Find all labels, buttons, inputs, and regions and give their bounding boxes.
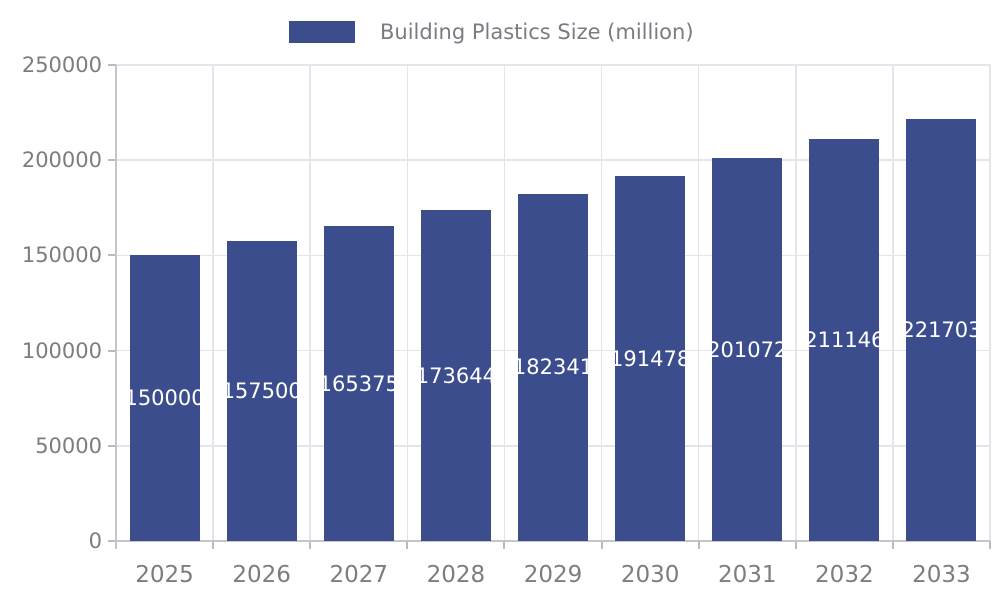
bar-value-label: 182341: [518, 355, 588, 380]
bar-2030[interactable]: 191478: [615, 176, 686, 541]
y-axis-tick: [108, 64, 116, 66]
x-axis-label: 2031: [717, 562, 777, 588]
bar-value-label: 157500: [226, 379, 297, 404]
grid-line-vertical: [309, 65, 311, 541]
grid-line-horizontal: [116, 64, 990, 66]
grid-line-vertical: [989, 65, 991, 541]
grid-line-vertical: [212, 65, 214, 541]
y-axis-line: [115, 65, 117, 549]
bar-value-label: 221703: [906, 317, 977, 342]
y-axis-tick: [108, 254, 116, 257]
y-axis-label: 0: [88, 529, 102, 553]
y-axis-tick: [108, 349, 116, 352]
x-axis-label: 2028: [426, 562, 486, 588]
legend-label: Building Plastics Size (million): [380, 20, 694, 44]
legend-item[interactable]: Building Plastics Size (million): [0, 0, 1000, 56]
bar-2033[interactable]: 221703: [906, 118, 977, 541]
bar-2026[interactable]: 157500: [226, 241, 297, 541]
bar-value-label: 165375: [323, 371, 394, 396]
y-axis-tick: [108, 540, 116, 542]
x-axis-label: 2032: [815, 562, 874, 588]
bar-2031[interactable]: 201072: [712, 158, 783, 541]
x-axis-tick: [989, 541, 991, 549]
grid-line-vertical: [406, 65, 409, 541]
bar-value-label: 191478: [615, 346, 686, 371]
x-axis-tick: [891, 541, 894, 549]
y-axis-label: 50000: [35, 433, 102, 458]
x-axis-label: 2029: [523, 562, 583, 588]
x-axis-line: [116, 540, 990, 542]
x-axis-label: 2026: [232, 562, 291, 588]
x-axis-tick: [697, 541, 700, 549]
bar-value-label: 211146: [809, 327, 880, 352]
bar-2025[interactable]: 150000: [129, 255, 200, 541]
bar-2027[interactable]: 165375: [323, 226, 394, 541]
x-axis-tick: [503, 541, 506, 549]
x-axis-label: 2033: [912, 562, 971, 588]
bar-value-label: 150000: [129, 386, 200, 411]
x-axis-tick: [794, 541, 797, 549]
y-axis-tick: [108, 159, 116, 162]
grid-line-horizontal: [116, 159, 990, 161]
y-axis-tick: [108, 444, 116, 447]
y-axis-label: 250000: [21, 53, 102, 77]
x-axis-tick: [600, 541, 603, 549]
grid-line-vertical: [795, 65, 797, 541]
x-axis-tick: [309, 541, 312, 549]
grid-line-vertical: [600, 65, 603, 541]
x-axis-label: 2030: [620, 562, 680, 588]
bar-2028[interactable]: 173644: [420, 210, 491, 541]
x-axis-label: 2027: [329, 562, 389, 588]
bar-2032[interactable]: 211146: [809, 138, 880, 541]
y-axis-label: 150000: [21, 243, 102, 268]
x-axis-tick: [406, 541, 409, 549]
legend-swatch: [289, 21, 355, 43]
y-axis-label: 200000: [21, 148, 102, 173]
grid-line-vertical: [503, 65, 506, 541]
bar-value-label: 173644: [420, 363, 491, 388]
bar-2029[interactable]: 182341: [518, 193, 588, 541]
x-axis-label: 2025: [135, 562, 194, 588]
y-axis-label: 100000: [21, 338, 102, 363]
bar-value-label: 201072: [712, 337, 783, 362]
grid-line-vertical: [697, 65, 700, 541]
x-axis-tick: [212, 541, 215, 549]
grid-line-vertical: [892, 65, 894, 541]
